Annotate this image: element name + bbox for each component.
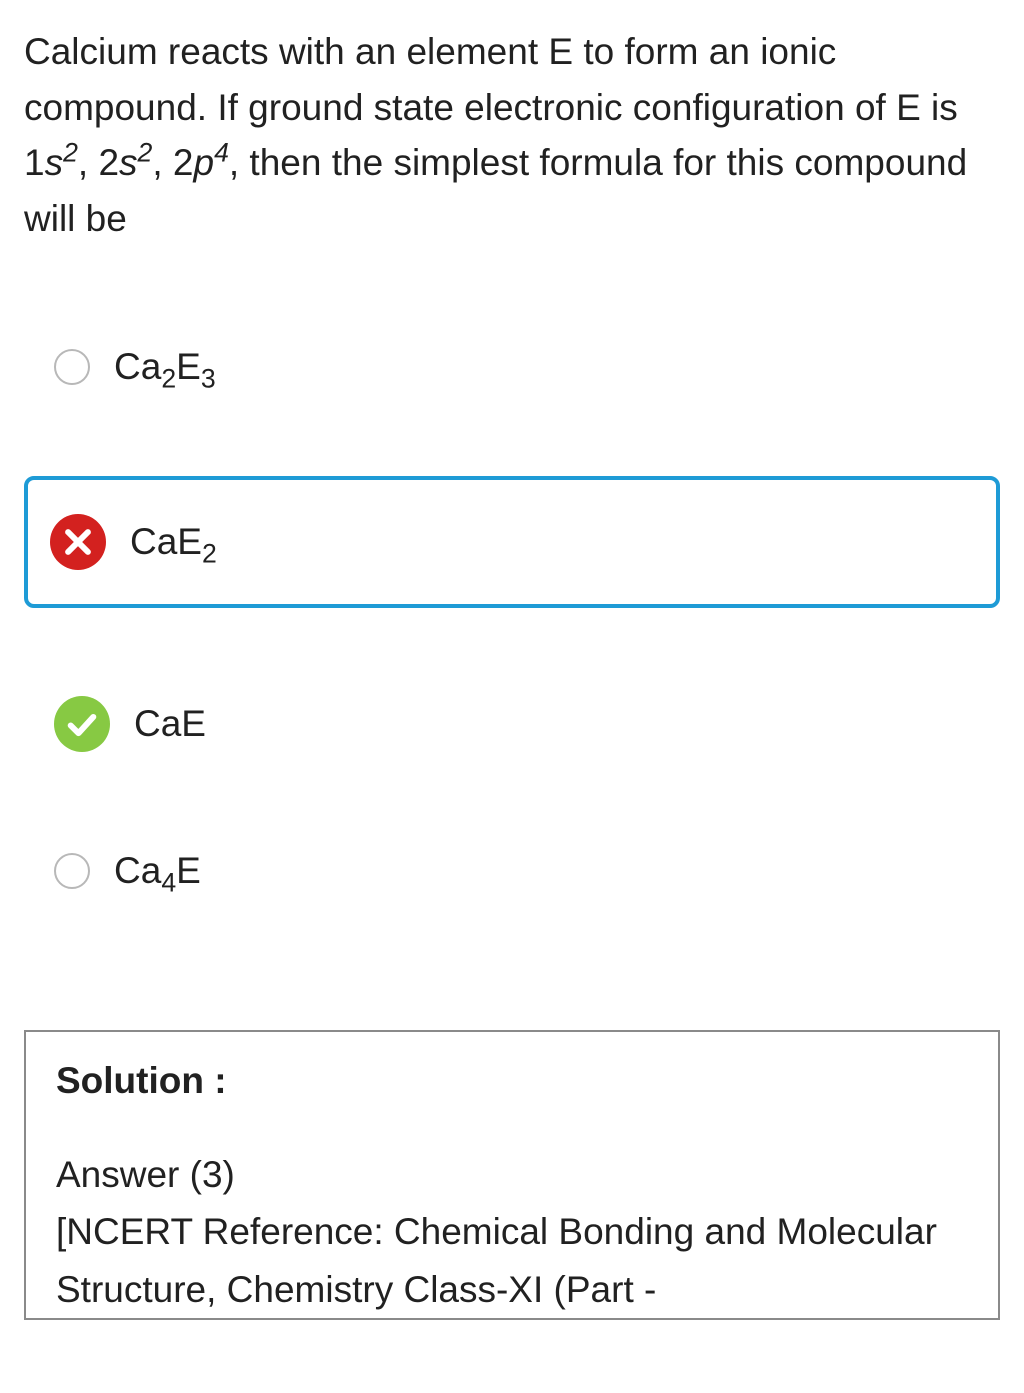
- q-sup2: 2: [138, 138, 153, 168]
- q-s1: s: [45, 142, 64, 183]
- radio-unchecked-icon: [54, 853, 90, 889]
- solution-answer: Answer (3): [56, 1146, 968, 1203]
- q-sup3: 4: [214, 138, 229, 168]
- radio-unchecked-icon: [54, 349, 90, 385]
- solution-title: Solution :: [56, 1060, 968, 1102]
- od-b1: Ca: [114, 850, 161, 891]
- solution-reference: [NCERT Reference: Chemical Bonding and M…: [56, 1203, 968, 1318]
- option-a[interactable]: Ca2E3: [24, 336, 1000, 398]
- oc-b1: CaE: [134, 703, 206, 744]
- ob-b1: CaE: [130, 521, 202, 562]
- option-d[interactable]: Ca4E: [24, 840, 1000, 902]
- correct-icon: [54, 696, 110, 752]
- od-s1: 4: [161, 867, 176, 897]
- option-d-label: Ca4E: [114, 850, 201, 892]
- q-c2: , 2: [152, 142, 193, 183]
- oa-s1: 2: [161, 363, 176, 393]
- question-text: Calcium reacts with an element E to form…: [24, 24, 1000, 246]
- ob-s1: 2: [202, 538, 217, 568]
- q-p: p: [193, 142, 214, 183]
- option-c-label: CaE: [134, 703, 206, 745]
- q-c1: , 2: [78, 142, 119, 183]
- oa-b1: Ca: [114, 346, 161, 387]
- wrong-icon: [50, 514, 106, 570]
- oa-s2: 3: [201, 363, 216, 393]
- options-group: Ca2E3 CaE2 CaE Ca4E: [24, 336, 1000, 902]
- option-c[interactable]: CaE: [24, 686, 1000, 762]
- option-b[interactable]: CaE2: [24, 476, 1000, 608]
- q-sup1: 2: [63, 138, 78, 168]
- od-b2: E: [176, 850, 201, 891]
- oa-b2: E: [176, 346, 201, 387]
- solution-box: Solution : Answer (3) [NCERT Reference: …: [24, 1030, 1000, 1320]
- option-a-label: Ca2E3: [114, 346, 216, 388]
- q-s2: s: [119, 142, 138, 183]
- option-b-label: CaE2: [130, 521, 217, 563]
